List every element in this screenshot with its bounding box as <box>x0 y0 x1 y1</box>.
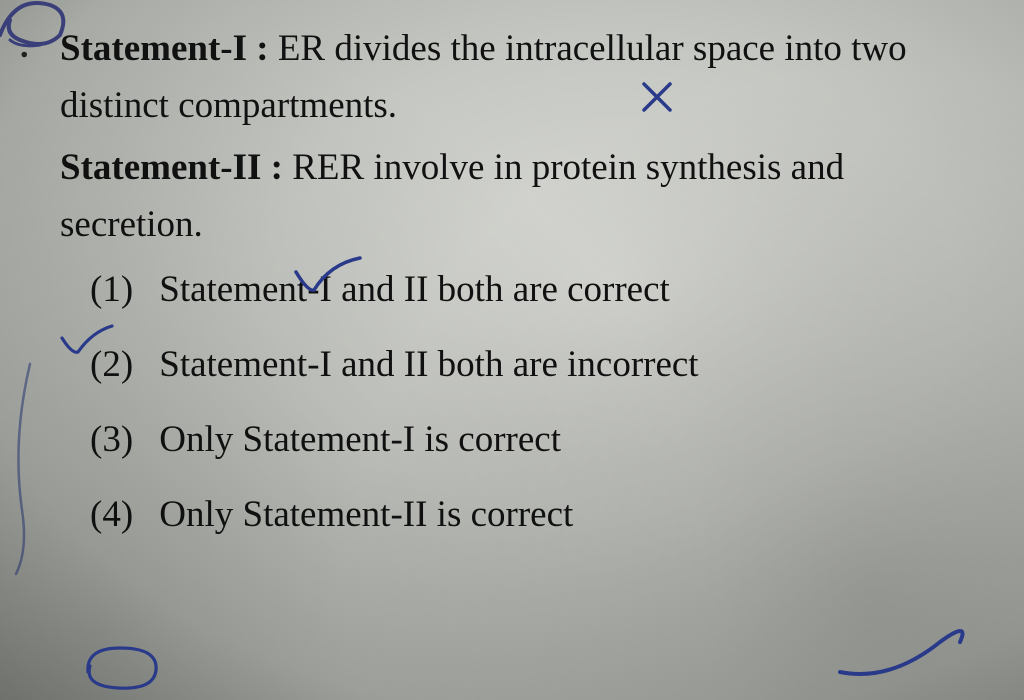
option-4-num: (4) <box>90 496 150 533</box>
statement-2-label: Statement-II : <box>60 147 283 188</box>
statement-1: Statement-I : ER divides the intracellul… <box>60 20 964 135</box>
option-3-num: (3) <box>90 421 150 458</box>
option-2-num: (2) <box>90 346 150 383</box>
option-3: (3) Only Statement-I is correct <box>60 421 964 458</box>
statement-1-label: Statement-I : <box>60 28 269 69</box>
option-3-text: Only Statement-I is correct <box>159 419 561 460</box>
option-2-text: Statement-I and II both are incorrect <box>159 344 698 385</box>
option-4-text: Only Statement-II is correct <box>159 494 573 535</box>
option-1-text: Statement-I and II both are correct <box>159 269 670 310</box>
options-list: (1) Statement-I and II both are correct … <box>60 271 964 533</box>
option-1-num: (1) <box>90 271 150 308</box>
option-4: (4) Only Statement-II is correct <box>60 496 964 533</box>
question-bullet: . <box>20 28 29 66</box>
exam-page: . Statement-I : ER divides the intracell… <box>0 0 1024 700</box>
option-1: (1) Statement-I and II both are correct <box>60 271 964 308</box>
option-2: (2) Statement-I and II both are incorrec… <box>60 346 964 383</box>
statement-2: Statement-II : RER involve in protein sy… <box>60 139 964 254</box>
